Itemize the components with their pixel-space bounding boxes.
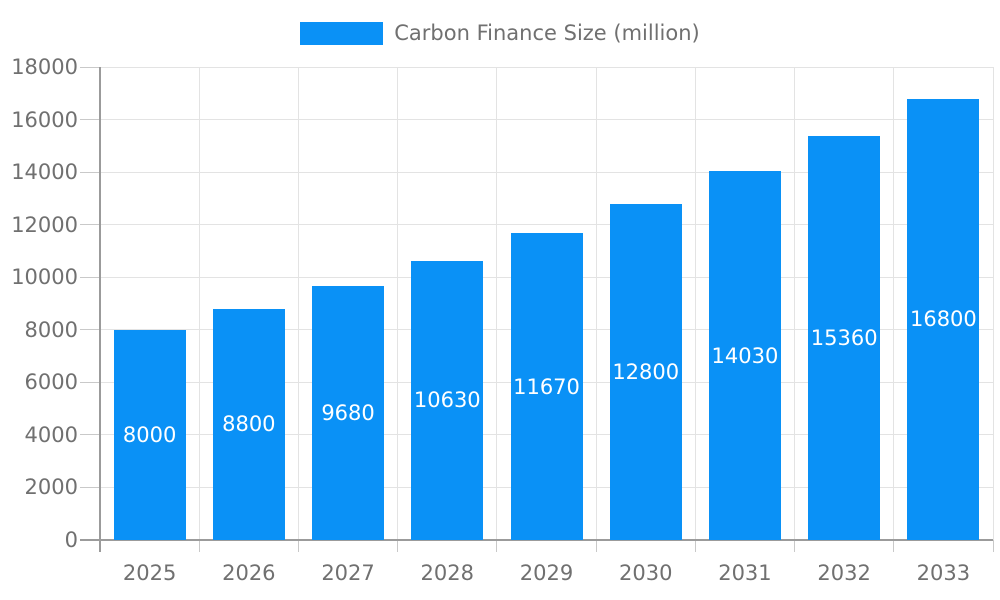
bar-value-label: 8000 xyxy=(122,422,177,447)
x-axis-tick xyxy=(893,540,895,552)
chart-legend[interactable]: Carbon Finance Size (million) xyxy=(0,20,1000,46)
x-axis-tick xyxy=(297,540,299,552)
x-gridline xyxy=(992,67,994,540)
y-gridline xyxy=(100,119,993,121)
x-axis-tick-label: 2030 xyxy=(618,561,673,585)
bar-value-label: 15360 xyxy=(810,326,878,351)
bar[interactable] xyxy=(510,233,583,540)
x-gridline xyxy=(794,67,796,540)
bar[interactable] xyxy=(907,98,980,540)
y-axis-tick-label: 10000 xyxy=(11,265,78,290)
y-axis-tick xyxy=(80,276,100,278)
y-axis-tick-label: 18000 xyxy=(11,55,78,79)
y-axis-tick-label: 16000 xyxy=(11,107,78,132)
bar[interactable] xyxy=(212,308,285,540)
y-axis-tick xyxy=(80,434,100,436)
x-axis-tick xyxy=(794,540,796,552)
x-axis-tick-label: 2028 xyxy=(420,561,474,585)
x-gridline xyxy=(297,67,299,540)
y-axis-line xyxy=(99,67,101,552)
x-axis-tick-label: 2033 xyxy=(916,561,971,585)
y-axis-tick xyxy=(80,119,100,121)
x-gridline xyxy=(694,67,696,540)
legend-label[interactable]: Carbon Finance Size (million) xyxy=(394,21,700,45)
x-axis-tick-label: 2025 xyxy=(122,561,177,585)
y-axis-tick xyxy=(80,381,100,383)
x-axis-tick-label: 2029 xyxy=(519,561,574,585)
legend-swatch[interactable] xyxy=(300,21,384,45)
y-axis-tick xyxy=(80,66,100,68)
x-axis-tick xyxy=(496,540,498,552)
y-axis-tick-label: 12000 xyxy=(11,212,78,237)
x-axis-tick xyxy=(694,540,696,552)
y-axis-tick-label: 0 xyxy=(64,528,78,552)
x-gridline xyxy=(595,67,597,540)
bar[interactable] xyxy=(113,329,186,540)
y-axis-tick xyxy=(80,224,100,226)
y-gridline xyxy=(100,171,993,173)
x-gridline xyxy=(496,67,498,540)
y-axis-tick-label: 8000 xyxy=(24,317,78,342)
y-axis-tick xyxy=(80,486,100,488)
x-axis-tick-label: 2027 xyxy=(321,561,375,585)
y-axis-tick-label: 4000 xyxy=(24,422,78,447)
x-axis-tick xyxy=(198,540,200,552)
bar-value-label: 8800 xyxy=(222,412,276,437)
bar-value-label: 10630 xyxy=(413,388,481,413)
x-gridline xyxy=(397,67,399,540)
bar-value-label: 12800 xyxy=(612,359,680,384)
y-axis-tick-label: 6000 xyxy=(24,370,78,395)
bar[interactable] xyxy=(609,203,682,540)
bar[interactable] xyxy=(808,136,881,540)
x-gridline xyxy=(893,67,895,540)
x-axis-tick-label: 2031 xyxy=(718,561,772,585)
x-gridline xyxy=(198,67,200,540)
y-gridline xyxy=(100,66,993,68)
x-axis-tick xyxy=(397,540,399,552)
bar[interactable] xyxy=(312,285,385,540)
bar-value-label: 14030 xyxy=(711,343,779,368)
x-axis-tick xyxy=(992,540,994,552)
y-axis-tick-label: 14000 xyxy=(11,160,78,185)
bar-value-label: 9680 xyxy=(321,400,375,425)
bar[interactable] xyxy=(411,260,484,540)
bar-value-label: 16800 xyxy=(909,307,977,332)
x-axis-tick-label: 2032 xyxy=(817,561,871,585)
x-axis-tick xyxy=(595,540,597,552)
bar[interactable] xyxy=(708,171,781,540)
y-axis-tick xyxy=(80,171,100,173)
x-axis-tick-label: 2026 xyxy=(222,561,276,585)
bar-value-label: 11670 xyxy=(513,374,580,399)
y-gridline xyxy=(100,224,993,226)
y-axis-tick xyxy=(80,329,100,331)
x-axis-line xyxy=(80,539,993,541)
y-axis-tick-label: 2000 xyxy=(24,475,78,500)
